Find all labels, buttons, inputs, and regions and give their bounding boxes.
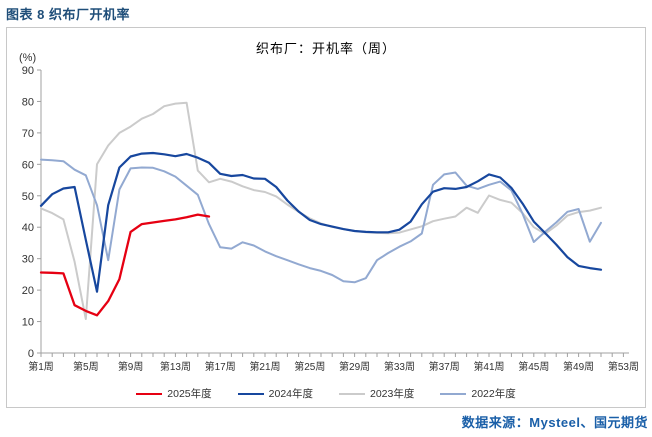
legend-item-2025年度: 2025年度 [136, 386, 212, 401]
y-tick-label: 0 [28, 348, 34, 360]
x-tick-label: 第49周 [563, 360, 594, 373]
x-tick-label: 第21周 [249, 360, 280, 373]
y-tick-label: 90 [22, 65, 34, 77]
x-tick-label: 第1周 [28, 360, 54, 373]
y-tick-label: 10 [22, 317, 34, 329]
x-tick-label: 第5周 [73, 360, 99, 373]
series-line-2023年度 [40, 101, 602, 320]
legend-label: 2025年度 [167, 388, 212, 400]
x-tick-label: 第41周 [473, 360, 504, 373]
legend-item-2023年度: 2023年度 [339, 386, 414, 401]
legend-line-swatch [339, 392, 365, 395]
x-tick-label: 第9周 [118, 360, 144, 373]
x-tick-label: 第33周 [384, 360, 415, 373]
x-tick-label: 第53周 [608, 360, 639, 373]
x-tick-label: 第17周 [205, 360, 236, 373]
legend-line-swatch [237, 392, 264, 395]
x-tick-label: 第13周 [160, 360, 191, 373]
x-tick-label: 第25周 [294, 360, 325, 373]
y-tick-label: 50 [22, 191, 34, 203]
y-tick-label: 80 [22, 96, 34, 108]
y-tick-label: 70 [22, 128, 34, 140]
y-tick-label: 20 [22, 285, 34, 297]
y-axis-unit-label: (%) [19, 52, 37, 64]
legend-item-2022年度: 2022年度 [440, 386, 516, 401]
chart-legend: 2025年度 2024年度 2023年度 2022年度 [7, 386, 645, 401]
data-source-note: 数据来源：Mysteel、国元期货 [461, 415, 648, 430]
x-tick-label: 第29周 [339, 360, 370, 373]
series-line-2024年度 [39, 151, 603, 293]
legend-line-swatch [440, 392, 467, 395]
y-tick-label: 30 [22, 254, 34, 266]
legend-label: 2023年度 [370, 388, 415, 400]
legend-label: 2022年度 [471, 388, 516, 400]
series-line-2022年度 [40, 158, 602, 284]
legend-line-swatch [136, 392, 163, 395]
page-title: 图表 8 织布厂开机率 [6, 7, 130, 22]
y-tick-label: 60 [22, 159, 34, 171]
x-tick-label: 第37周 [429, 360, 460, 373]
series-line-2025年度 [39, 213, 211, 317]
chart-box: 织布厂：开机率（周） (%) 0 10 20 30 40 50 60 70 80 90 第1周 第5周… [6, 27, 646, 408]
x-tick-label: 第45周 [518, 360, 549, 373]
line-chart-plot: 0 10 20 30 40 50 60 70 80 90 第1周 第5周 第9周 第13周 第17周 第21周… [22, 65, 639, 373]
y-tick-label: 40 [22, 222, 34, 234]
chart-title: 织布厂：开机率（周） [255, 41, 396, 56]
legend-label: 2024年度 [268, 388, 313, 400]
legend-item-2024年度: 2024年度 [237, 386, 313, 401]
